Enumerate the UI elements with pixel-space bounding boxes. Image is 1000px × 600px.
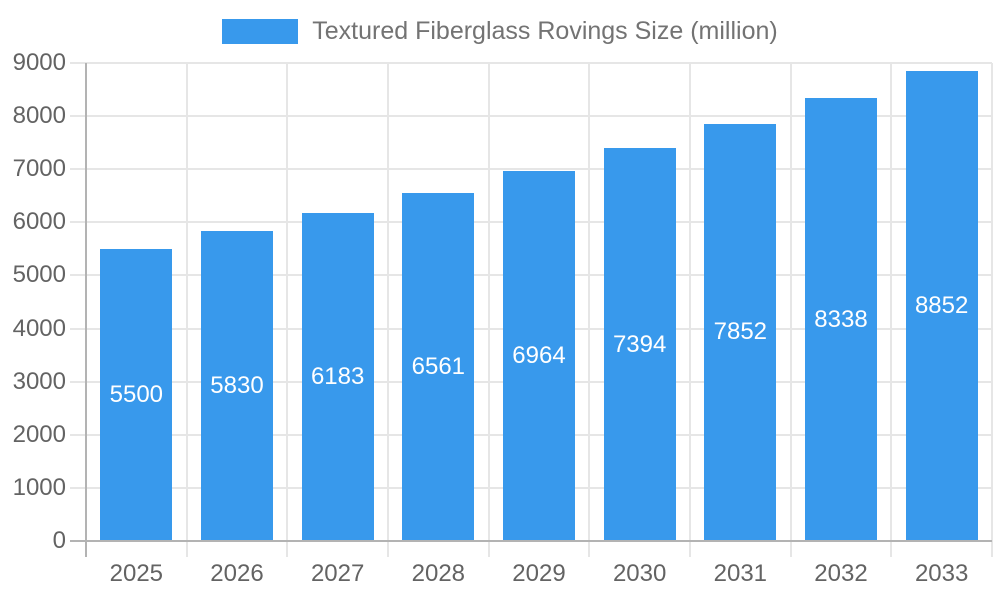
bar-value-label: 8338	[814, 305, 868, 333]
bar-2031	[704, 123, 777, 541]
legend-label[interactable]: Textured Fiberglass Rovings Size (millio…	[312, 17, 778, 45]
x-tick-label: 2030	[612, 560, 667, 587]
x-tick-label: 2025	[109, 560, 164, 587]
bar-value-label: 6561	[411, 352, 466, 380]
bar-value-label: 5830	[210, 372, 264, 400]
gridline	[70, 62, 992, 64]
bar-2030	[603, 148, 676, 541]
gridline	[689, 63, 691, 557]
bar-value-label: 8852	[914, 291, 969, 319]
bar-value-label: 6964	[512, 342, 566, 370]
x-tick-label: 2028	[411, 560, 466, 587]
x-axis-line	[70, 540, 992, 542]
y-tick-label: 1000	[12, 473, 66, 501]
x-tick-label: 2029	[512, 560, 566, 587]
bar-2032	[805, 98, 877, 541]
y-tick-label: 9000	[12, 49, 66, 76]
y-tick-label: 3000	[12, 367, 66, 395]
y-tick-label: 0	[52, 527, 66, 554]
bar-value-label: 7852	[713, 318, 768, 346]
x-tick-label: 2033	[914, 560, 969, 587]
gridline	[70, 115, 992, 118]
legend-swatch[interactable]	[222, 19, 299, 44]
gridline	[70, 168, 992, 171]
gridline	[789, 63, 792, 557]
bar-value-label: 7394	[612, 330, 667, 358]
y-tick-label: 8000	[12, 102, 66, 130]
bar-value-label: 6183	[310, 362, 365, 390]
y-tick-label: 6000	[12, 208, 66, 236]
gridline	[588, 63, 591, 557]
x-tick-label: 2032	[814, 560, 868, 587]
legend: Textured Fiberglass Rovings Size (millio…	[0, 17, 1000, 46]
gridline	[387, 63, 389, 557]
gridline	[286, 63, 289, 557]
y-tick-label: 5000	[12, 261, 66, 289]
bar-2028	[402, 192, 475, 541]
bar-2026	[201, 231, 273, 541]
x-tick-label: 2027	[310, 560, 365, 587]
y-axis-line	[85, 63, 87, 557]
y-tick-label: 2000	[12, 420, 66, 448]
gridline	[185, 63, 188, 557]
gridline	[890, 63, 893, 557]
gridline	[487, 63, 490, 557]
x-tick-label: 2026	[210, 560, 264, 587]
bar-2027	[301, 212, 374, 541]
bar-2029	[503, 171, 575, 541]
gridline	[991, 63, 993, 557]
bar-2033	[905, 70, 978, 541]
y-tick-label: 7000	[12, 155, 66, 183]
y-tick-label: 4000	[12, 314, 66, 342]
bar-value-label: 5500	[109, 380, 164, 408]
x-tick-label: 2031	[713, 560, 768, 587]
bar-2025	[100, 248, 173, 541]
